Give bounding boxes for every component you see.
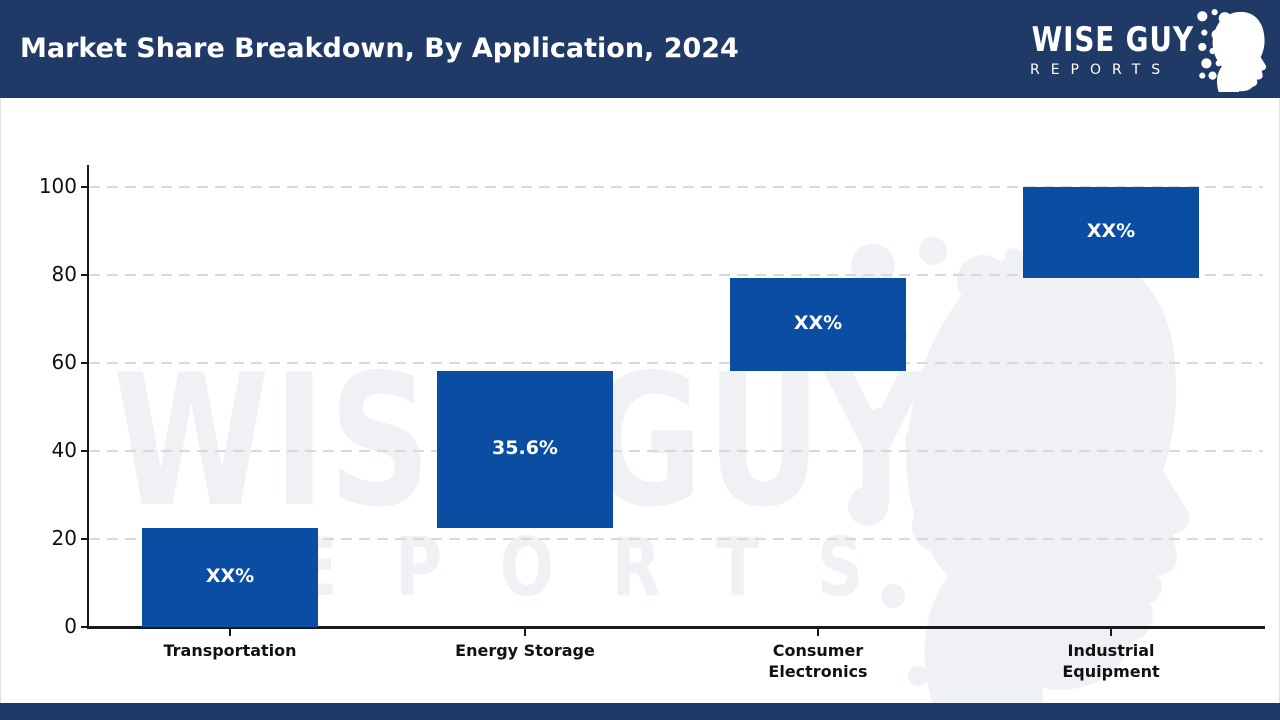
- y-tick-40: [81, 450, 89, 452]
- x-tick-label-3: Industrial Equipment: [991, 640, 1231, 682]
- x-tick-0: [229, 629, 231, 636]
- y-tick-label-100: 100: [38, 174, 77, 198]
- bar-transportation: [142, 528, 318, 627]
- y-tick-label-0: 0: [64, 614, 77, 638]
- x-tick-label-0: Transportation: [110, 640, 350, 661]
- gridline-80: [89, 274, 1263, 276]
- bar-energy-storage: [437, 371, 613, 528]
- gridline-100: [89, 186, 1263, 188]
- chart-title: Market Share Breakdown, By Application, …: [20, 33, 739, 64]
- y-tick-label-40: 40: [51, 438, 77, 462]
- bar-industrial-equipment: [1023, 187, 1199, 279]
- logo-text: WISE GUY REPORTS: [996, 20, 1194, 78]
- bar-value-label-industrial-equipment: XX%: [1086, 219, 1136, 242]
- chart-canvas: WISE GUY REPORTS 0 20 40 60 80 100 XX% 35.6% XX%…: [0, 98, 1280, 706]
- y-tick-0: [81, 626, 89, 628]
- x-tick-label-1: Energy Storage: [405, 640, 645, 661]
- bar-value-label-transportation: XX%: [205, 564, 255, 587]
- x-tick-2: [817, 629, 819, 636]
- y-tick-20: [81, 538, 89, 540]
- gridline-20: [89, 538, 1263, 540]
- x-tick-label-line: Energy Storage: [455, 641, 595, 660]
- footer-bar: [0, 703, 1280, 720]
- y-tick-60: [81, 362, 89, 364]
- bar-value-label-consumer-electronics: XX%: [793, 311, 843, 334]
- x-tick-label-2: Consumer Electronics: [698, 640, 938, 682]
- y-tick-label-60: 60: [51, 350, 77, 374]
- gridline-60: [89, 362, 1263, 364]
- brand-logo: WISE GUY REPORTS: [996, 4, 1268, 94]
- watermark-head-graphic: [848, 237, 1190, 706]
- x-tick-label-line: Industrial: [1067, 641, 1155, 660]
- bar-value-label-energy-storage: 35.6%: [492, 436, 558, 459]
- logo-wordmark: WISE GUY: [1031, 20, 1194, 60]
- y-tick-100: [81, 186, 89, 188]
- x-tick-label-line: Equipment: [1062, 662, 1160, 681]
- x-tick-label-line: Transportation: [163, 641, 297, 660]
- x-tick-label-line: Consumer: [772, 641, 864, 660]
- x-tick-label-line: Electronics: [768, 662, 868, 681]
- logo-head-icon: [1197, 9, 1267, 92]
- y-tick-label-20: 20: [51, 526, 77, 550]
- logo-subtitle: REPORTS: [1029, 62, 1172, 78]
- x-tick-1: [524, 629, 526, 636]
- x-tick-3: [1110, 629, 1112, 636]
- gridline-40: [89, 450, 1263, 452]
- bar-consumer-electronics: [730, 278, 906, 372]
- header-bar: Market Share Breakdown, By Application, …: [0, 0, 1280, 98]
- y-axis-line: [87, 165, 89, 628]
- x-axis-line: [87, 626, 1265, 629]
- y-tick-80: [81, 274, 89, 276]
- y-tick-label-80: 80: [51, 262, 77, 286]
